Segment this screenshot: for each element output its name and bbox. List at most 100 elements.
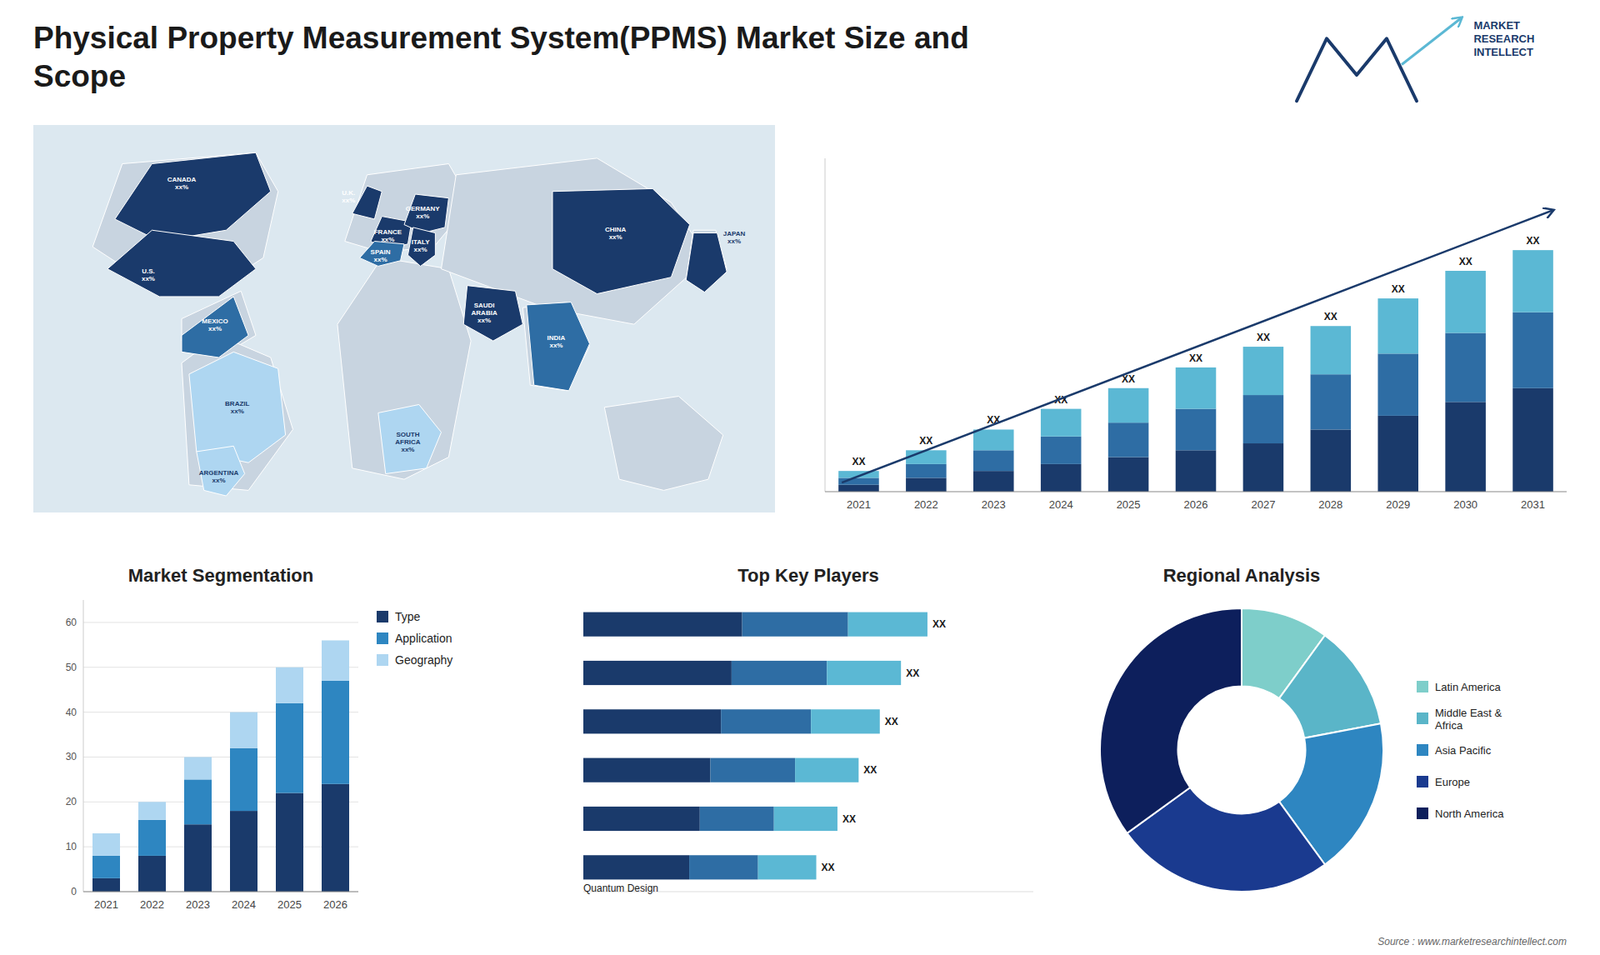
source-text-line: Source : www.marketresearchintellect.com	[1377, 935, 1567, 948]
bars	[838, 250, 1554, 492]
bar	[184, 824, 212, 892]
bar	[689, 855, 759, 880]
legend: Latin AmericaMiddle East &AfricaAsia Pac…	[1416, 680, 1505, 820]
y-tick-label-line: 40	[65, 706, 78, 719]
bar	[1310, 374, 1352, 430]
x-tick-label-line: 2022	[140, 898, 165, 911]
logo-text-line: INTELLECT	[1473, 45, 1534, 59]
country-label-line: xx%	[230, 407, 245, 415]
legend-label-line: Geography	[395, 653, 453, 667]
data-label-line: XX	[885, 715, 899, 728]
bar	[275, 667, 304, 704]
country-label-line: BRAZIL	[225, 400, 250, 408]
country	[196, 445, 245, 496]
bar-chart: 2021202220232024202520262027202820292030…	[825, 158, 1567, 511]
y-tick-label: 20	[65, 795, 78, 808]
bar	[583, 660, 732, 685]
bar	[1175, 409, 1217, 451]
country-label-line: SAUDI	[474, 300, 495, 309]
y-tick-label-line: 30	[65, 750, 78, 763]
bar	[774, 806, 838, 831]
country-label-line: GERMANY	[405, 205, 441, 213]
legend-label: North America	[1435, 807, 1505, 820]
country-label-line: xx%	[549, 340, 563, 349]
country	[407, 227, 435, 267]
y-tick-label-line: 20	[65, 795, 78, 808]
grid-line	[83, 846, 359, 848]
grid-line	[83, 621, 359, 623]
chart-title-line: Regional Analysis	[1163, 565, 1321, 586]
x-tick-label-line: 2023	[981, 498, 1006, 511]
y-axis-line	[83, 600, 85, 892]
country	[685, 233, 727, 293]
bar	[583, 612, 743, 637]
x-tick-label-line: 2022	[914, 498, 939, 511]
bar	[905, 477, 947, 492]
bars	[92, 640, 350, 892]
grid-line	[83, 756, 359, 758]
bar	[973, 429, 1015, 450]
category-label: Quantum Design	[583, 882, 659, 895]
country-label-line: JAPAN	[723, 229, 746, 237]
country-label-line: ARGENTINA	[199, 469, 240, 477]
country-label: MEXICOxx%	[201, 316, 229, 332]
chart-title-line: Market Segmentation	[128, 565, 315, 586]
y-tick-label-line: 10	[65, 840, 78, 853]
x-tick-label: 2030	[1453, 498, 1478, 511]
country-label-line: xx%	[609, 233, 623, 241]
grid-line	[83, 666, 359, 668]
data-label-line: XX	[905, 667, 920, 680]
logo-text-line: MARKET	[1473, 19, 1520, 32]
legend-label: Europe	[1435, 775, 1470, 789]
grid-line	[83, 711, 359, 713]
y-tick-label: 10	[65, 840, 78, 853]
legend: TypeApplicationGeography	[376, 610, 453, 667]
bar	[848, 612, 928, 637]
legend-label-line: Application	[395, 631, 453, 645]
bar	[795, 758, 859, 783]
bar	[230, 810, 258, 892]
bar	[138, 855, 166, 892]
data-label-line: XX	[821, 861, 835, 874]
page-title-line: Scope	[33, 59, 126, 94]
x-tick-label-line: 2026	[323, 898, 348, 911]
country-label: SOUTHAFRICAxx%	[395, 430, 420, 453]
country	[552, 188, 690, 294]
bar	[810, 709, 880, 734]
bar	[1310, 429, 1352, 492]
data-label: XX	[1256, 331, 1270, 344]
country-label-line: ITALY	[411, 238, 430, 246]
chart-title: Top Key Players	[737, 565, 880, 586]
bar	[92, 855, 120, 879]
x-axis-line	[83, 891, 359, 893]
bar	[1310, 325, 1352, 375]
legend-label-line: Europe	[1435, 775, 1470, 789]
y-tick-label: 50	[65, 661, 78, 674]
x-tick-label: 2026	[323, 898, 348, 911]
bar	[905, 464, 947, 479]
country	[378, 404, 442, 474]
country-label-line: xx%	[141, 274, 155, 282]
country-label-line: xx%	[414, 245, 428, 254]
bar	[275, 703, 304, 794]
data-label: XX	[1189, 352, 1203, 365]
data-label: XX	[1324, 310, 1338, 323]
x-tick-label-line: 2025	[1116, 498, 1141, 511]
bar	[92, 878, 120, 892]
x-tick-label-line: 2024	[231, 898, 256, 911]
x-tick-label: 2031	[1520, 498, 1545, 511]
country-label: JAPANxx%	[723, 229, 746, 245]
chart-title-line: Top Key Players	[737, 565, 880, 586]
data-label: XX	[1526, 235, 1540, 247]
y-tick-label: 30	[65, 750, 78, 763]
x-tick-label: 2024	[1049, 498, 1074, 511]
bar	[321, 640, 350, 680]
bar	[1040, 436, 1082, 465]
legend-swatch	[1416, 744, 1429, 756]
bar-chart: Market Segmentation010203040506020212022…	[65, 565, 454, 911]
data-label-line: XX	[1324, 310, 1338, 323]
y-tick-label-line: 50	[65, 661, 78, 674]
country-label-line: xx%	[341, 195, 355, 204]
bar	[1243, 443, 1285, 492]
country	[526, 302, 590, 391]
